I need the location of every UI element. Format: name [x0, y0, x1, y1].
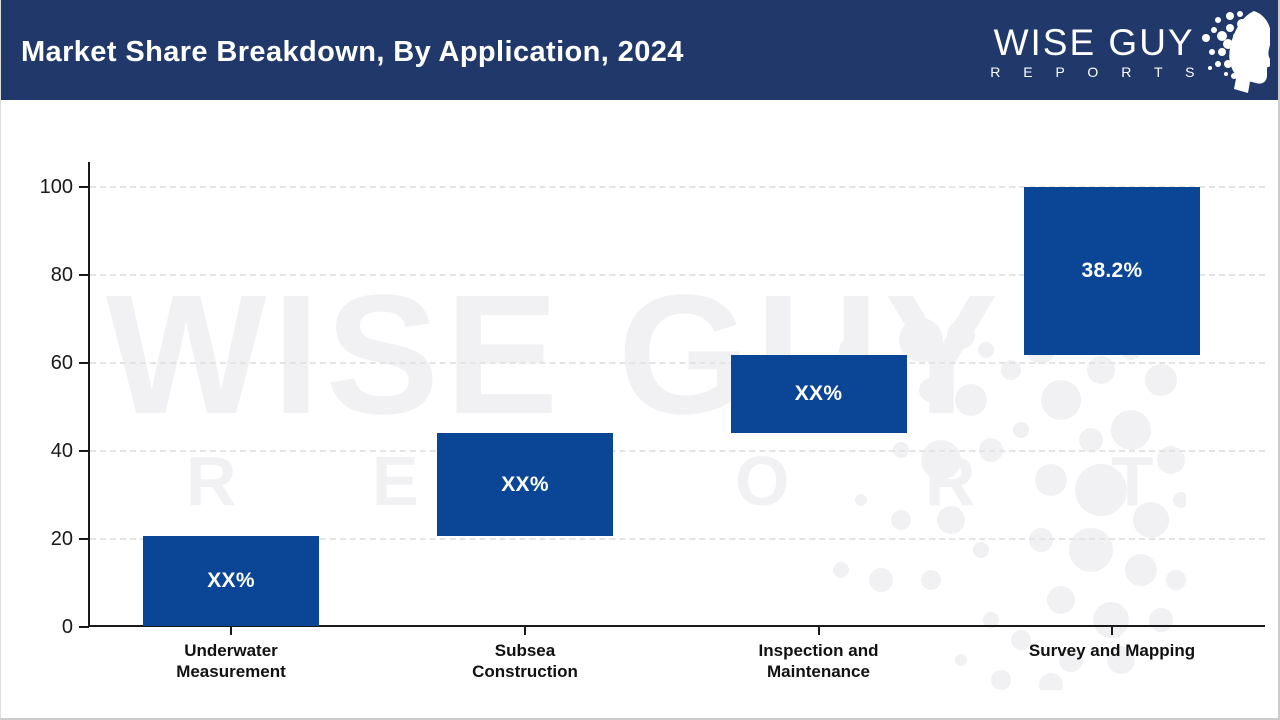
y-axis-line — [88, 162, 90, 627]
bar-value-label: XX% — [794, 382, 843, 406]
logo-subtext: R E P O R T S — [990, 63, 1204, 80]
bar-inspection-and-maintenance: XX% — [730, 354, 907, 434]
header-banner: Market Share Breakdown, By Application, … — [1, 0, 1278, 100]
wise-guy-logo: WISE GUY R E P O R T S — [990, 4, 1270, 96]
y-axis-tick-label: 80 — [50, 263, 73, 286]
logo-face-icon — [1202, 11, 1270, 93]
x-axis-category-label: Underwater Measurement — [176, 641, 286, 682]
x-axis-category-label: Subsea Construction — [472, 641, 578, 682]
bar-value-label: XX% — [501, 472, 549, 496]
y-axis-tick-label: 20 — [50, 527, 73, 550]
y-axis-tick-label: 0 — [61, 615, 73, 638]
chart-title: Market Share Breakdown, By Application, … — [21, 36, 684, 68]
x-axis-line — [88, 625, 1265, 627]
x-axis-category-label: Inspection and Maintenance — [758, 641, 879, 682]
logo-wordmark: WISE GUY R E P O R T S — [984, 22, 1204, 80]
y-axis-tick-label: 40 — [50, 439, 73, 462]
logo-wordmark-text: WISE GUY — [993, 22, 1195, 63]
y-axis-tick-label: 100 — [39, 175, 73, 198]
chart-area: WISE GUY R E P O R T S — [1, 100, 1280, 720]
bar-subsea-construction: XX% — [437, 433, 613, 537]
bar-value-label: XX% — [207, 569, 255, 593]
bar-value-label: 38.2% — [1081, 258, 1143, 282]
bar-underwater-measurement: XX% — [143, 536, 319, 627]
y-axis-tick-label: 60 — [50, 351, 73, 374]
bar-survey-and-mapping: 38.2% — [1024, 186, 1200, 355]
x-axis-category-label: Survey and Mapping — [1028, 641, 1196, 660]
